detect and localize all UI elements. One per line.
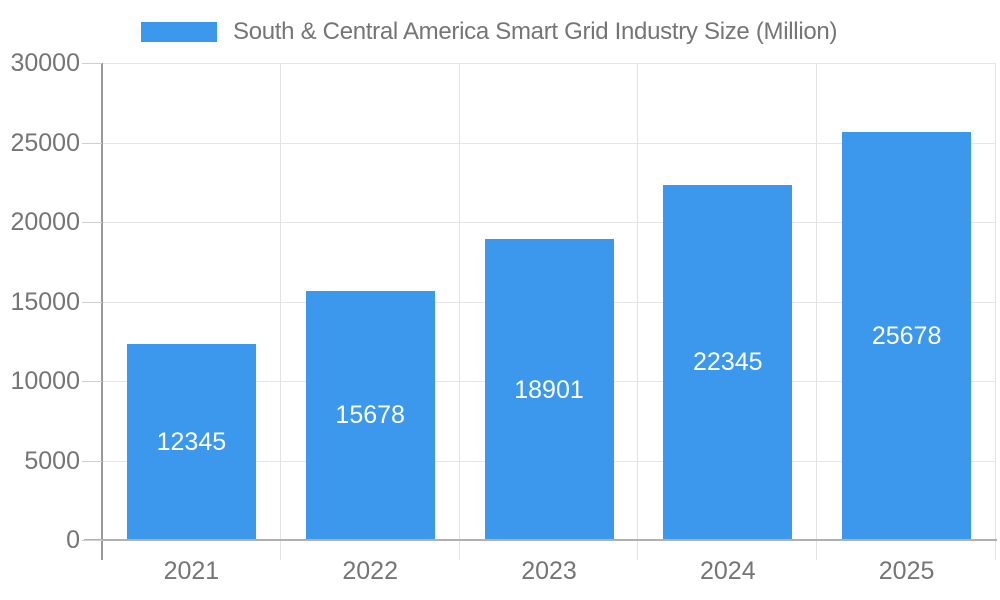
bar-2025: 25678 <box>842 131 972 540</box>
chart-legend: South & Central America Smart Grid Indus… <box>141 18 838 45</box>
bar-2023: 18901 <box>484 239 614 540</box>
y-tick <box>82 142 102 144</box>
bar-value-label: 12345 <box>156 427 227 456</box>
y-axis-tick-label: 25000 <box>10 128 80 157</box>
legend-swatch <box>141 22 217 42</box>
y-axis-tick-label: 20000 <box>10 208 80 236</box>
x-axis-line <box>84 539 997 541</box>
y-axis-tick-label: 0 <box>66 526 80 554</box>
y-axis-tick-label: 15000 <box>10 287 80 316</box>
y-tick <box>82 63 102 64</box>
y-axis-tick-label: 10000 <box>10 367 80 395</box>
bar-value-label: 15678 <box>335 401 405 430</box>
bar-2024: 22345 <box>663 184 793 540</box>
y-tick <box>82 460 102 462</box>
h-gridline <box>102 63 996 64</box>
y-tick <box>82 381 102 382</box>
plot-area: 12345 15678 18901 22345 25678 <box>102 63 996 560</box>
bar-value-label: 25678 <box>871 321 942 350</box>
y-tick <box>82 301 102 303</box>
x-axis-tick-label: 2024 <box>699 557 756 585</box>
v-gridline <box>995 63 996 560</box>
y-axis-tick-label: 30000 <box>10 49 80 77</box>
x-axis-tick-label: 2021 <box>163 557 220 585</box>
y-tick <box>82 222 102 223</box>
chart-title: South & Central America Smart Grid Indus… <box>233 18 838 45</box>
h-gridline <box>102 142 996 144</box>
y-axis-line <box>101 63 103 560</box>
bar-2022: 15678 <box>305 290 435 540</box>
bar-value-label: 22345 <box>693 348 763 377</box>
h-gridline <box>102 222 996 223</box>
bar-2021: 12345 <box>126 343 256 540</box>
v-gridline <box>458 63 460 560</box>
x-axis-tick-label: 2025 <box>878 557 935 585</box>
x-axis-tick-label: 2022 <box>342 557 398 585</box>
bar-value-label: 18901 <box>514 375 584 404</box>
y-axis-tick-label: 5000 <box>24 446 80 475</box>
x-axis-tick-label: 2023 <box>521 557 577 585</box>
y-tick <box>82 540 102 541</box>
v-gridline <box>637 63 639 560</box>
v-gridline <box>816 63 818 560</box>
v-gridline <box>279 63 281 560</box>
